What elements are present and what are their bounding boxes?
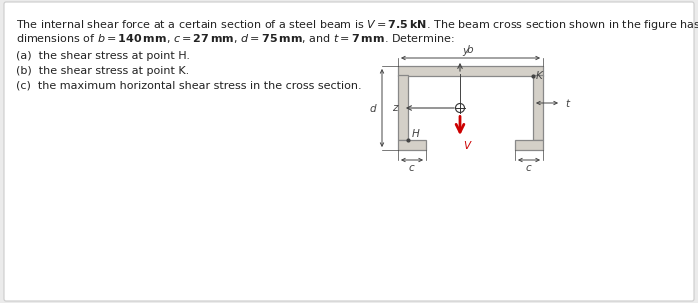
Bar — [398, 140, 426, 150]
FancyBboxPatch shape — [4, 2, 694, 301]
Text: $t$: $t$ — [565, 97, 572, 109]
Text: $d$: $d$ — [369, 102, 378, 114]
Text: $c$: $c$ — [525, 163, 533, 173]
Text: dimensions of $b = \mathbf{140\,mm}$, $c = \mathbf{27\,mm}$, $d = \mathbf{75\,mm: dimensions of $b = \mathbf{140\,mm}$, $c… — [16, 32, 454, 45]
Text: $y$: $y$ — [462, 46, 470, 58]
Text: $K$: $K$ — [535, 69, 544, 81]
Text: The internal shear force at a certain section of a steel beam is $V = \mathbf{7.: The internal shear force at a certain se… — [16, 18, 698, 32]
Text: $H$: $H$ — [411, 127, 420, 139]
Text: (b)  the shear stress at point K.: (b) the shear stress at point K. — [16, 66, 189, 76]
Text: $b$: $b$ — [466, 43, 475, 55]
Bar — [515, 140, 543, 150]
Bar — [398, 75, 408, 140]
Bar — [398, 66, 543, 76]
Circle shape — [456, 104, 464, 112]
Text: (c)  the maximum horizontal shear stress in the cross section.: (c) the maximum horizontal shear stress … — [16, 81, 362, 91]
Text: $V$: $V$ — [463, 139, 473, 151]
Text: $c$: $c$ — [408, 163, 416, 173]
Bar — [533, 75, 543, 140]
Text: $z$: $z$ — [392, 103, 400, 113]
Text: (a)  the shear stress at point H.: (a) the shear stress at point H. — [16, 51, 190, 61]
